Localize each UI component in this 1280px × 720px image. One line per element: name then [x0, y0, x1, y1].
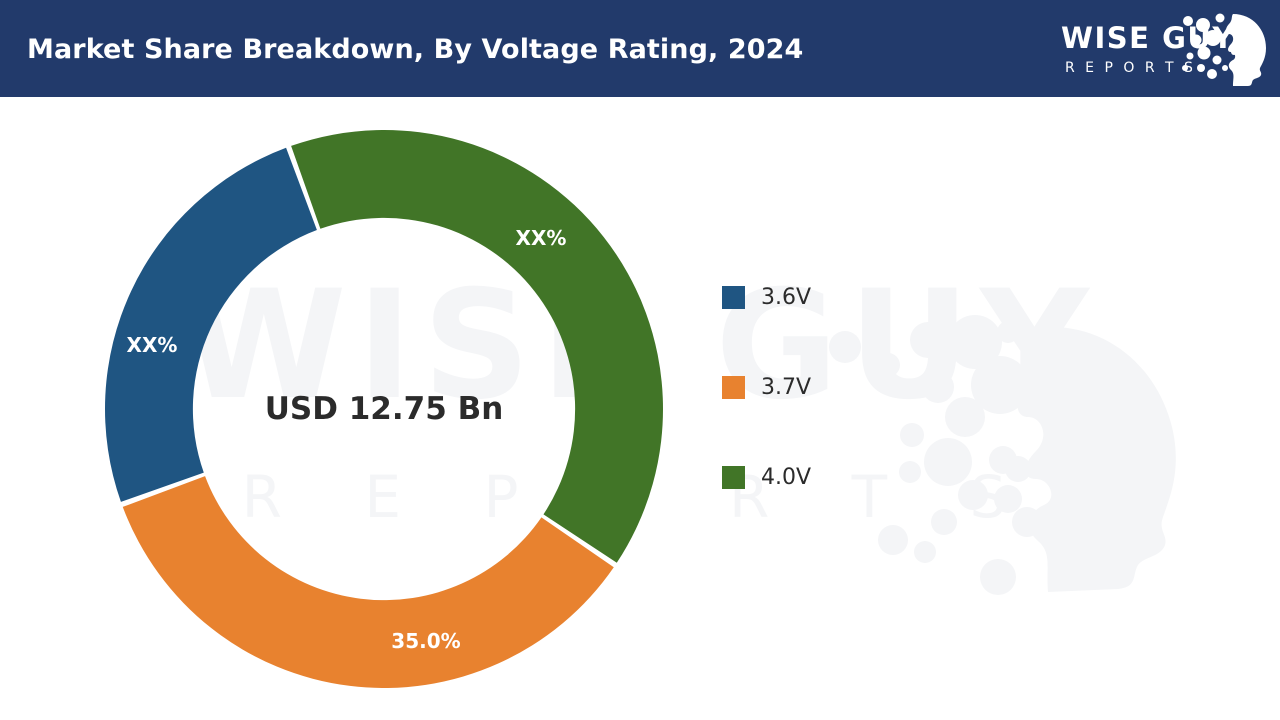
donut-chart: USD 12.75 Bn XX% 35.0% XX% — [0, 97, 1280, 720]
page-title: Market Share Breakdown, By Voltage Ratin… — [27, 34, 804, 65]
legend-swatch-3-7v — [722, 375, 745, 399]
legend-item-4-0v[interactable]: 4.0V — [722, 432, 811, 522]
donut-slice-4-0v[interactable] — [291, 129, 663, 563]
donut-slice-3-7v[interactable] — [122, 476, 614, 688]
svg-text:R E P O R T S: R E P O R T S — [1065, 60, 1196, 76]
slice-label-4-0v: XX% — [515, 226, 567, 250]
legend-label-3-7v: 3.7V — [761, 374, 812, 400]
brand-logo: WISE GUY R E P O R T S — [1057, 8, 1272, 88]
center-value-label: USD 12.75 Bn — [264, 391, 504, 427]
legend-swatch-4-0v — [722, 465, 745, 489]
legend-item-3-7v[interactable]: 3.7V — [722, 342, 811, 432]
legend-swatch-3-6v — [722, 285, 745, 309]
slice-label-3-6v: XX% — [126, 333, 178, 357]
legend-label-3-6v: 3.6V — [761, 284, 812, 310]
legend-label-4-0v: 4.0V — [761, 464, 812, 490]
chart-body: WISE GUY R E P O R T S — [0, 97, 1280, 720]
chart-legend: 3.6V 3.7V 4.0V — [722, 252, 811, 522]
slice-label-3-7v: 35.0% — [391, 629, 461, 653]
page-header: Market Share Breakdown, By Voltage Ratin… — [0, 0, 1280, 97]
donut-slice-3-6v[interactable] — [105, 147, 317, 502]
head-dots-icon — [1182, 13, 1266, 86]
donut-svg — [105, 129, 663, 688]
legend-item-3-6v[interactable]: 3.6V — [722, 252, 811, 342]
